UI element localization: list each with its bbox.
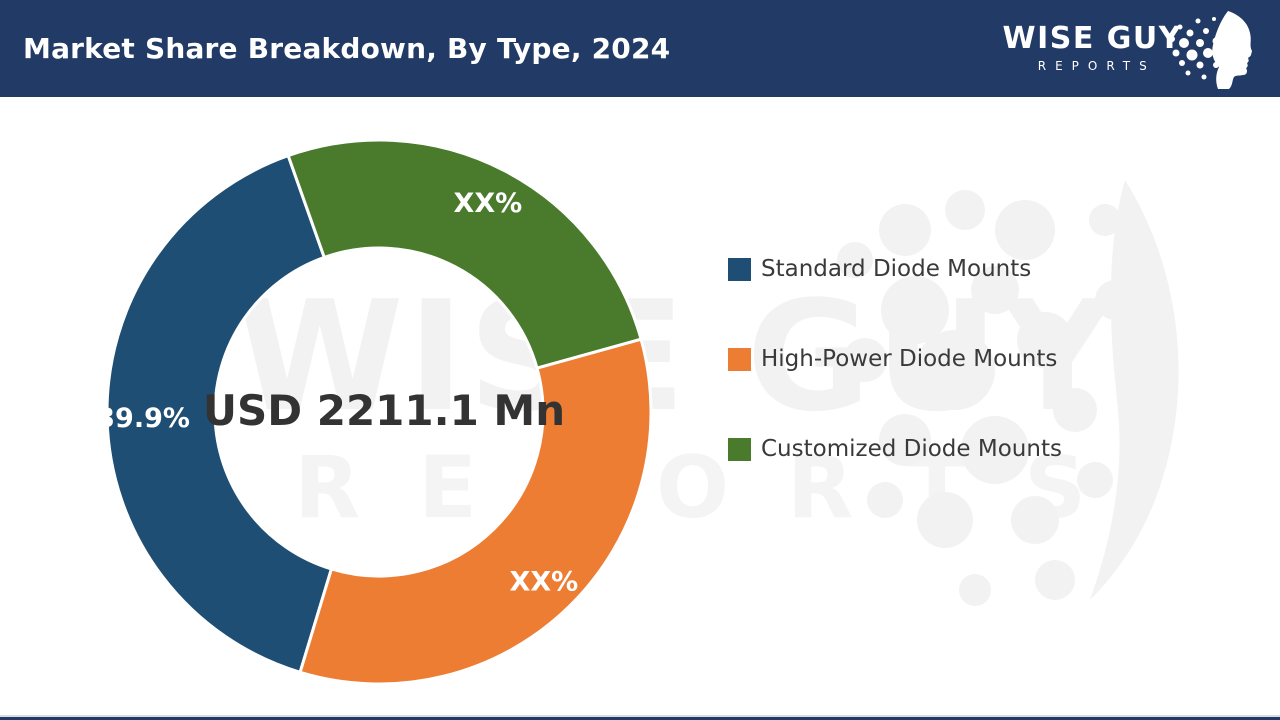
legend-label: Customized Diode Mounts <box>761 436 1062 462</box>
pie-slice-label: 39.9% <box>96 403 190 434</box>
legend-label: Standard Diode Mounts <box>761 256 1032 282</box>
page-title: Market Share Breakdown, By Type, 2024 <box>23 32 671 65</box>
legend: Standard Diode Mounts High-Power Diode M… <box>728 258 1062 528</box>
footer-hairline <box>0 715 1280 717</box>
chart-center-value: USD 2211.1 Mn <box>203 386 565 435</box>
legend-swatch-high-power <box>728 348 751 371</box>
watermark-dotted-face <box>837 180 1179 606</box>
wiseguy-logo: WISE GUY REPORTS <box>1002 9 1252 89</box>
pie-slice-customized-diode-mounts <box>286 138 643 370</box>
wiseguy-face-icon <box>1169 10 1252 89</box>
legend-label: High-Power Diode Mounts <box>761 346 1058 372</box>
pie-slice-label: XX% <box>510 566 579 597</box>
pie-slice-standard-diode-mounts <box>105 154 333 674</box>
pie-slice-high-power-diode-mounts <box>298 337 653 686</box>
legend-item-standard: Standard Diode Mounts <box>728 258 1062 281</box>
legend-item-customized: Customized Diode Mounts <box>728 438 1062 461</box>
legend-swatch-customized <box>728 438 751 461</box>
pie-slice-label: XX% <box>454 188 523 219</box>
logo-line1: WISE GUY <box>1002 21 1182 56</box>
footer-accent-bar <box>0 717 1280 720</box>
legend-item-high-power: High-Power Diode Mounts <box>728 348 1062 371</box>
logo-line2: REPORTS <box>1037 59 1156 73</box>
wiseguy-logo-text: WISE GUY REPORTS <box>1002 21 1182 74</box>
legend-swatch-standard <box>728 258 751 281</box>
donut-chart: USD 2211.1 Mn XX% XX% 39.9% <box>96 138 653 686</box>
header: Market Share Breakdown, By Type, 2024 WI… <box>0 0 1280 97</box>
